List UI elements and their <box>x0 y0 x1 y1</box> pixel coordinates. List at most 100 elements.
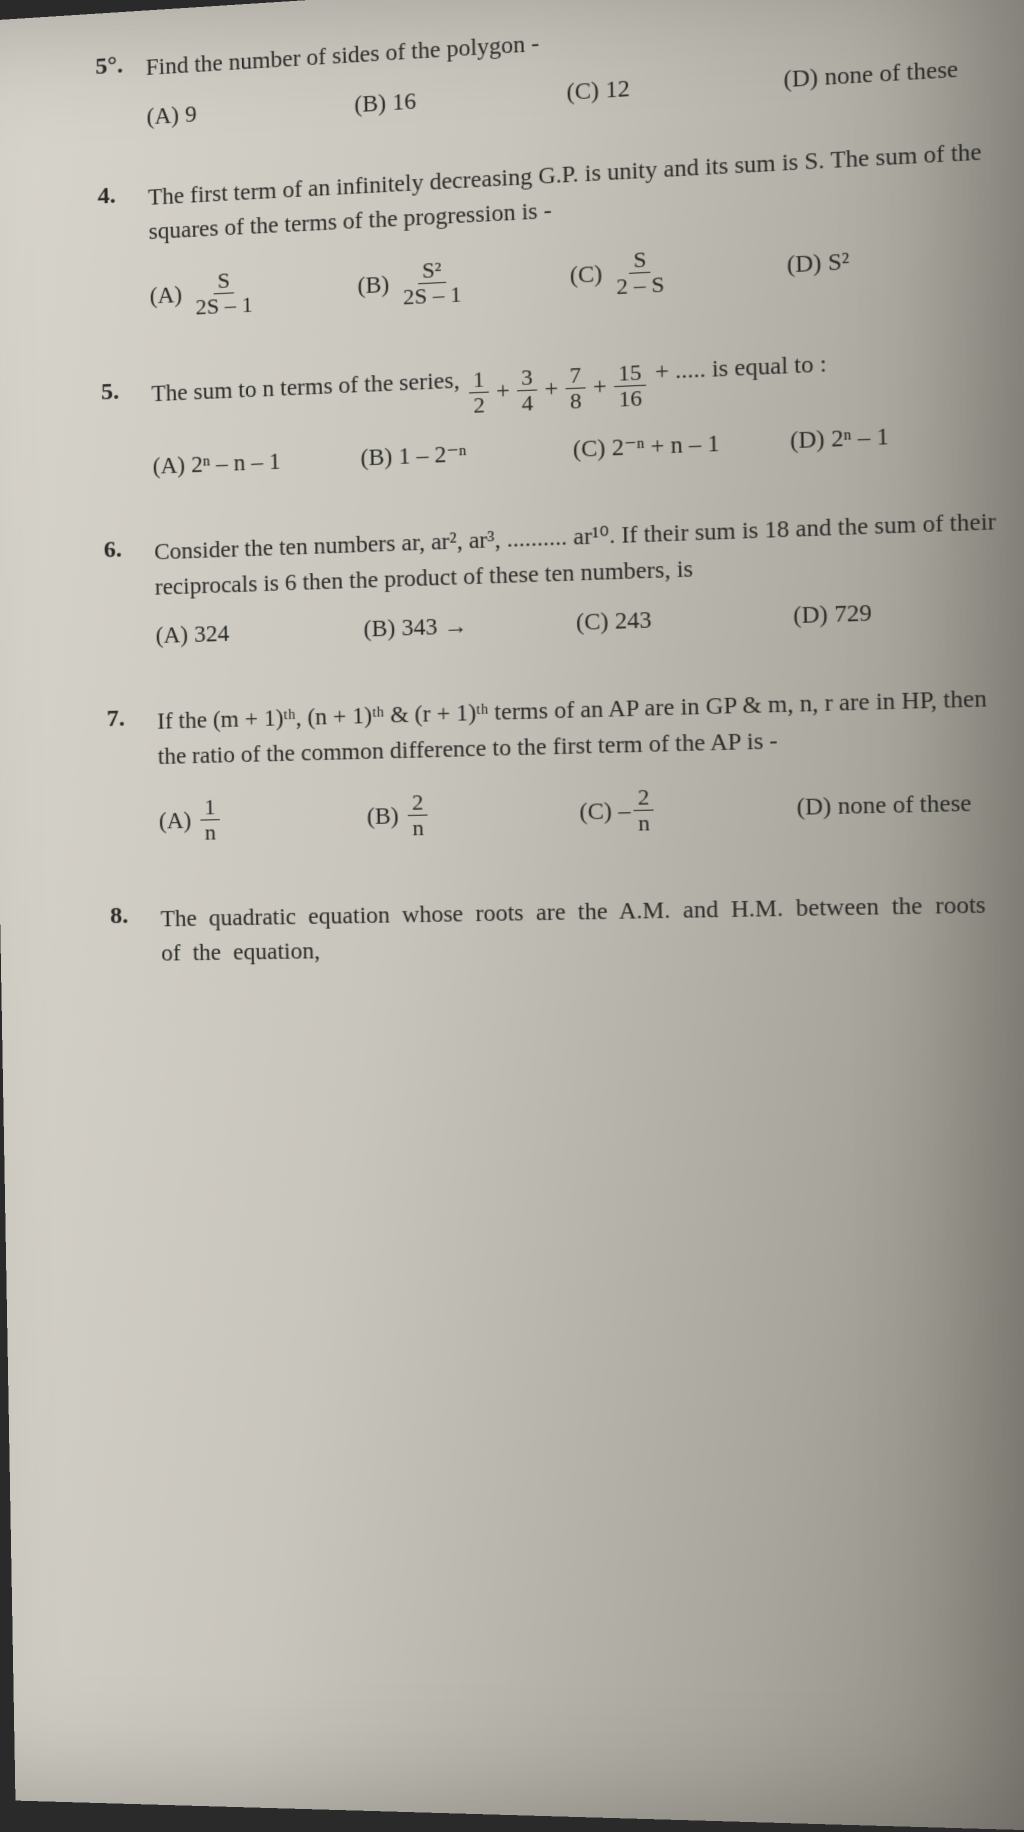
option-value: none of these <box>837 790 971 820</box>
question-row: 5. The sum to n terms of the series, 12 … <box>101 339 1001 434</box>
question-number: 8. <box>110 902 162 972</box>
option-c: (C) – 2n <box>579 782 786 838</box>
frac-num: 1 <box>469 367 489 394</box>
option-value: 324 <box>194 621 230 648</box>
frac-den: 2 <box>469 393 489 419</box>
option-label: (C) <box>573 435 606 463</box>
frac-num: S <box>629 246 651 273</box>
page-surface: 5°. Find the number of sides of the poly… <box>0 0 1024 1832</box>
option-value: 243 <box>615 607 652 635</box>
option-label: (C) <box>566 77 599 106</box>
option-b: (B)1 – 2⁻ⁿ <box>360 437 562 472</box>
option-value: 2⁻ⁿ + n – 1 <box>612 431 720 462</box>
plus-icon: + <box>593 369 607 405</box>
option-a: (A) 1n <box>159 792 358 846</box>
frac-den: n <box>200 821 220 846</box>
option-label: (B) <box>357 272 389 300</box>
option-c: (C) 12 <box>566 66 773 105</box>
frac-num: 2 <box>408 790 428 816</box>
question-number: 7. <box>106 705 158 776</box>
option-value: 343 → <box>401 613 467 642</box>
option-label: (A) <box>150 282 183 310</box>
question-text: The quadratic equation whose roots are t… <box>160 887 1010 972</box>
option-a: (A)324 <box>155 617 353 650</box>
option-d: (D) none of these <box>796 777 1008 833</box>
option-c: (C) S 2 – S <box>569 240 776 301</box>
frac-den: n <box>408 816 428 841</box>
question-number: 4. <box>97 180 149 252</box>
option-b: (B) 2n <box>366 787 569 842</box>
series: 12 + 34 + 78 + 1516 <box>465 360 649 419</box>
option-label: (D) <box>796 793 831 821</box>
question-text: The first term of an infinitely decreasi… <box>148 133 997 250</box>
frac-den: 2 – S <box>612 272 669 300</box>
frac-den: 2S – 1 <box>191 292 257 320</box>
frac-den: 4 <box>517 391 537 417</box>
option-value: 16 <box>392 88 416 116</box>
option-b: (B)343 → <box>363 610 565 643</box>
frac-den: n <box>634 811 655 836</box>
option-a: (A)2ⁿ – n – 1 <box>153 446 351 480</box>
frac-den: 2S – 1 <box>399 282 466 310</box>
option-d: (D)729 <box>793 596 1005 630</box>
options-row: (A)2ⁿ – n – 1 (B)1 – 2⁻ⁿ (C)2⁻ⁿ + n – 1 … <box>153 419 1002 480</box>
plus-icon: + <box>544 371 558 407</box>
option-a: (A) S 2S – 1 <box>149 262 347 322</box>
option-b: (B) S² 2S – 1 <box>357 251 560 311</box>
option-label: (C) <box>576 609 609 637</box>
frac-num: 3 <box>517 365 537 392</box>
option-d: (D)2ⁿ – 1 <box>790 419 1001 455</box>
question-text: The sum to n terms of the series, 12 + 3… <box>151 339 1000 432</box>
fraction: 1516 <box>614 360 647 412</box>
fraction: 2n <box>408 790 429 841</box>
option-label: (B) <box>354 89 386 117</box>
question-text: Consider the ten numbers ar, ar², ar³, .… <box>154 504 1004 605</box>
option-value: S² <box>828 249 850 277</box>
option-value: 2ⁿ – n – 1 <box>191 449 281 479</box>
option-label: (C) <box>570 261 603 289</box>
option-d: (D) none of these <box>783 53 994 93</box>
option-prefix: – <box>618 798 631 825</box>
question-text-part: + ..... is equal to : <box>655 351 827 385</box>
option-label: (A) <box>159 808 192 835</box>
fraction: 12 <box>469 367 490 418</box>
option-value: 1 – 2⁻ⁿ <box>398 441 466 470</box>
option-label: (C) <box>579 798 612 826</box>
option-value: 9 <box>185 101 197 128</box>
option-label: (A) <box>146 102 179 130</box>
option-value: 12 <box>605 75 630 103</box>
frac-num: 2 <box>633 785 654 811</box>
option-label: (A) <box>155 622 188 649</box>
option-a: (A) 9 <box>146 92 344 130</box>
option-b: (B) 16 <box>354 79 556 117</box>
fraction: S² 2S – 1 <box>398 256 466 310</box>
plus-icon: + <box>496 374 510 410</box>
option-label: (B) <box>363 615 395 643</box>
fraction: S 2 – S <box>611 246 668 300</box>
question-row: 6. Consider the ten numbers ar, ar², ar³… <box>104 504 1004 607</box>
option-label: (D) <box>790 426 825 454</box>
options-row: (A) 1n (B) 2n (C) – 2n (D) none of these <box>159 777 1009 847</box>
option-label: (D) <box>793 601 828 629</box>
question-number: 5. <box>101 377 152 434</box>
frac-den: 16 <box>614 386 646 412</box>
question-row: 7. If the (m + 1)ᵗʰ, (n + 1)ᵗʰ & (r + 1)… <box>106 681 1006 776</box>
question-row: 8. The quadratic equation whose roots ar… <box>110 887 1011 972</box>
option-value: none of these <box>824 55 958 90</box>
fraction: 1n <box>200 795 220 845</box>
question-text: If the (m + 1)ᵗʰ, (n + 1)ᵗʰ & (r + 1)ᵗʰ … <box>157 681 1007 774</box>
option-label: (B) <box>360 444 392 472</box>
option-label: (D) <box>783 64 818 93</box>
option-label: (A) <box>153 453 186 481</box>
frac-num: 7 <box>565 363 586 390</box>
fraction: 2n <box>633 785 654 836</box>
option-label: (B) <box>367 803 399 830</box>
frac-num: 1 <box>200 795 220 821</box>
question-number: 6. <box>104 536 156 607</box>
option-c: (C)243 <box>576 603 783 636</box>
option-value: 2ⁿ – 1 <box>831 424 889 454</box>
option-c: (C)2⁻ⁿ + n – 1 <box>573 428 780 463</box>
frac-num: S² <box>418 257 446 284</box>
question-row: 4. The first term of an infinitely decre… <box>97 133 997 252</box>
fraction: S 2S – 1 <box>191 266 257 319</box>
